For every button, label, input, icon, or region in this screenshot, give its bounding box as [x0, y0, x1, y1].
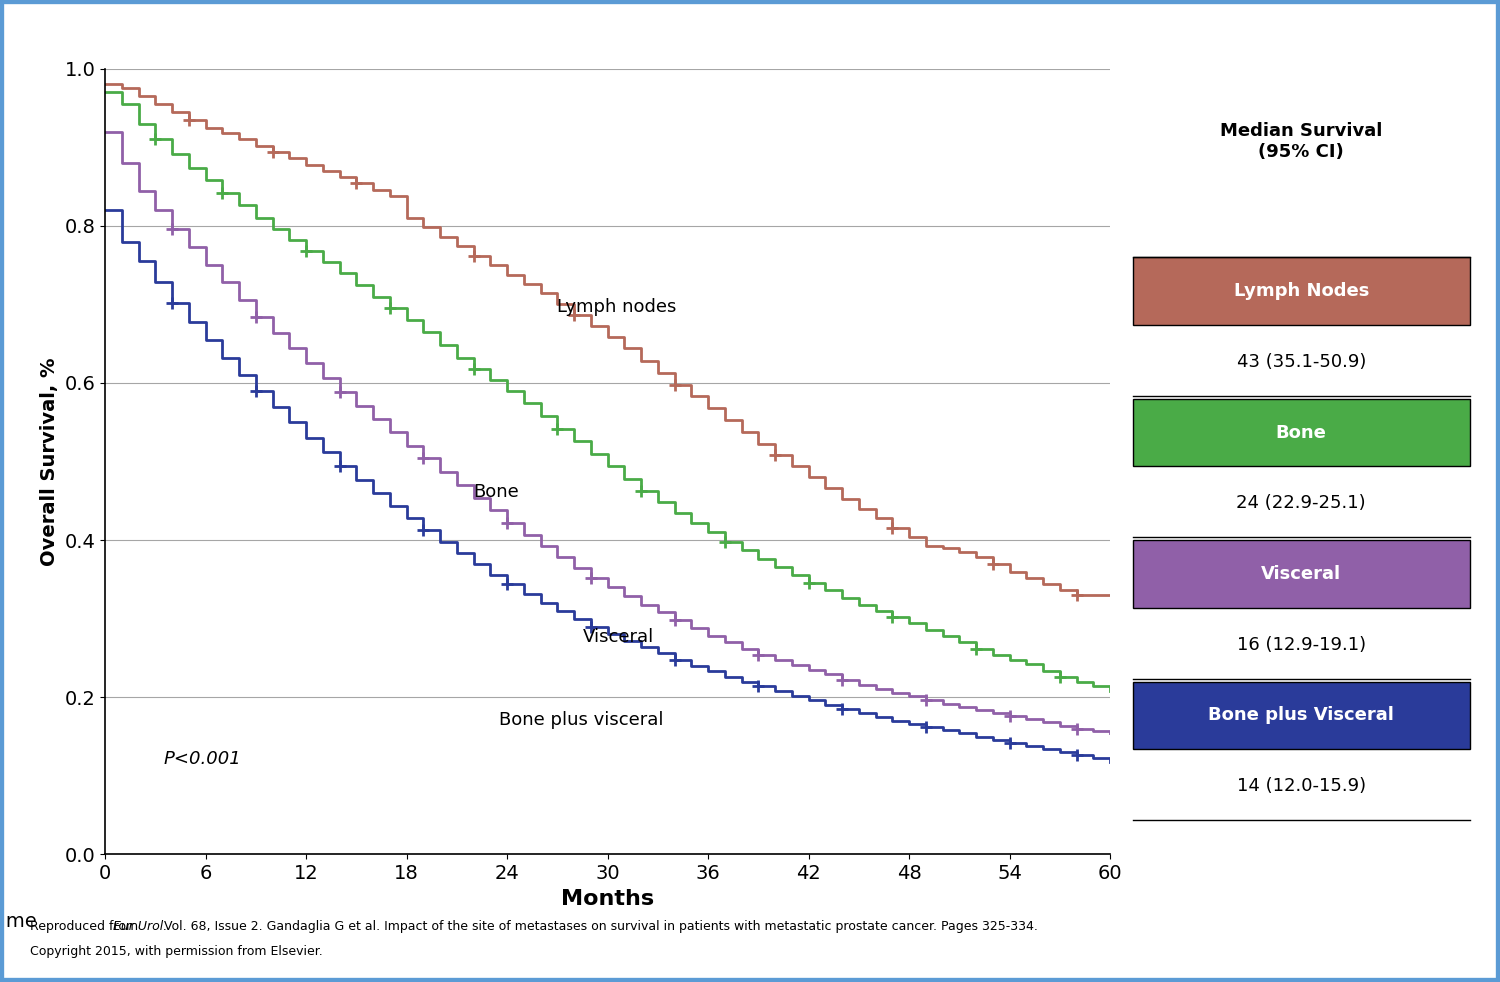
Text: 14 (12.0-15.9): 14 (12.0-15.9) — [1236, 777, 1366, 795]
Text: P<0.001: P<0.001 — [164, 750, 242, 768]
Text: Visceral: Visceral — [1262, 565, 1341, 583]
X-axis label: Months: Months — [561, 889, 654, 908]
Text: Eur Urol.: Eur Urol. — [112, 920, 166, 933]
Text: Bone plus visceral: Bone plus visceral — [498, 711, 663, 729]
Bar — [1132, 540, 1470, 608]
Y-axis label: Overall Survival, %: Overall Survival, % — [40, 357, 58, 566]
Text: Vol. 68, Issue 2. Gandaglia G et al. Impact of the site of metastases on surviva: Vol. 68, Issue 2. Gandaglia G et al. Imp… — [159, 920, 1038, 933]
Text: Lymph nodes: Lymph nodes — [558, 299, 676, 316]
Text: Reproduced from: Reproduced from — [30, 920, 142, 933]
Text: Visceral: Visceral — [582, 628, 654, 646]
Text: Bone plus Visceral: Bone plus Visceral — [1209, 706, 1394, 725]
Text: 16 (12.9-19.1): 16 (12.9-19.1) — [1236, 635, 1366, 654]
Text: 24 (22.9-25.1): 24 (22.9-25.1) — [1236, 494, 1366, 513]
Text: Copyright 2015, with permission from Elsevier.: Copyright 2015, with permission from Els… — [30, 945, 322, 957]
Text: 43 (35.1-50.9): 43 (35.1-50.9) — [1236, 353, 1366, 371]
Text: Lymph Nodes: Lymph Nodes — [1233, 282, 1370, 300]
Bar — [1132, 257, 1470, 325]
Text: Bone: Bone — [474, 483, 519, 501]
Bar — [1132, 399, 1470, 466]
Bar — [1132, 682, 1470, 749]
Text: Bone: Bone — [1276, 423, 1326, 442]
Text: Median Survival
(95% CI): Median Survival (95% CI) — [1220, 122, 1383, 161]
Text: Time: Time — [0, 911, 38, 931]
